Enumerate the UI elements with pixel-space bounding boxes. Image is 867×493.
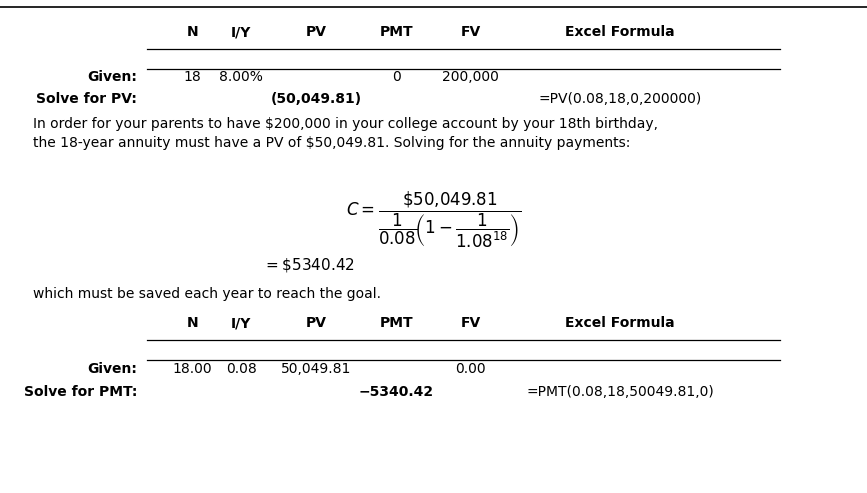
Text: 200,000: 200,000 [442,70,499,84]
Text: PMT: PMT [380,26,413,39]
Text: FV: FV [460,26,481,39]
Text: 50,049.81: 50,049.81 [281,362,352,376]
Text: Solve for PV:: Solve for PV: [36,92,137,106]
Text: $C = \dfrac{\$50{,}049.81}{\dfrac{1}{0.08}\!\left(1 - \dfrac{1}{1.08^{18}}\right: $C = \dfrac{\$50{,}049.81}{\dfrac{1}{0.0… [346,189,521,249]
Text: 0.08: 0.08 [225,362,257,376]
Text: PV: PV [306,26,327,39]
Text: 0: 0 [392,70,401,84]
Text: Given:: Given: [87,70,137,84]
Text: which must be saved each year to reach the goal.: which must be saved each year to reach t… [33,287,381,301]
Text: In order for your parents to have $200,000 in your college account by your 18th : In order for your parents to have $200,0… [33,117,658,131]
Text: 18.00: 18.00 [173,362,212,376]
Text: (50,049.81): (50,049.81) [271,92,362,106]
Text: PV: PV [306,317,327,330]
Text: =PV(0.08,18,0,200000): =PV(0.08,18,0,200000) [538,92,701,106]
Text: Solve for PMT:: Solve for PMT: [23,386,137,399]
Text: Excel Formula: Excel Formula [565,317,675,330]
Text: the 18-year annuity must have a PV of $50,049.81. Solving for the annuity paymen: the 18-year annuity must have a PV of $5… [33,137,630,150]
Text: $= \$5340.42$: $= \$5340.42$ [263,255,355,274]
Text: I/Y: I/Y [231,317,251,330]
Text: FV: FV [460,317,481,330]
Text: −5340.42: −5340.42 [359,386,434,399]
Text: 18: 18 [184,70,201,84]
Text: Excel Formula: Excel Formula [565,26,675,39]
Text: 8.00%: 8.00% [219,70,263,84]
Text: Given:: Given: [87,362,137,376]
Text: N: N [186,317,199,330]
Text: I/Y: I/Y [231,26,251,39]
Text: 0.00: 0.00 [455,362,486,376]
Text: PMT: PMT [380,317,413,330]
Text: =PMT(0.08,18,50049.81,0): =PMT(0.08,18,50049.81,0) [526,386,714,399]
Text: N: N [186,26,199,39]
